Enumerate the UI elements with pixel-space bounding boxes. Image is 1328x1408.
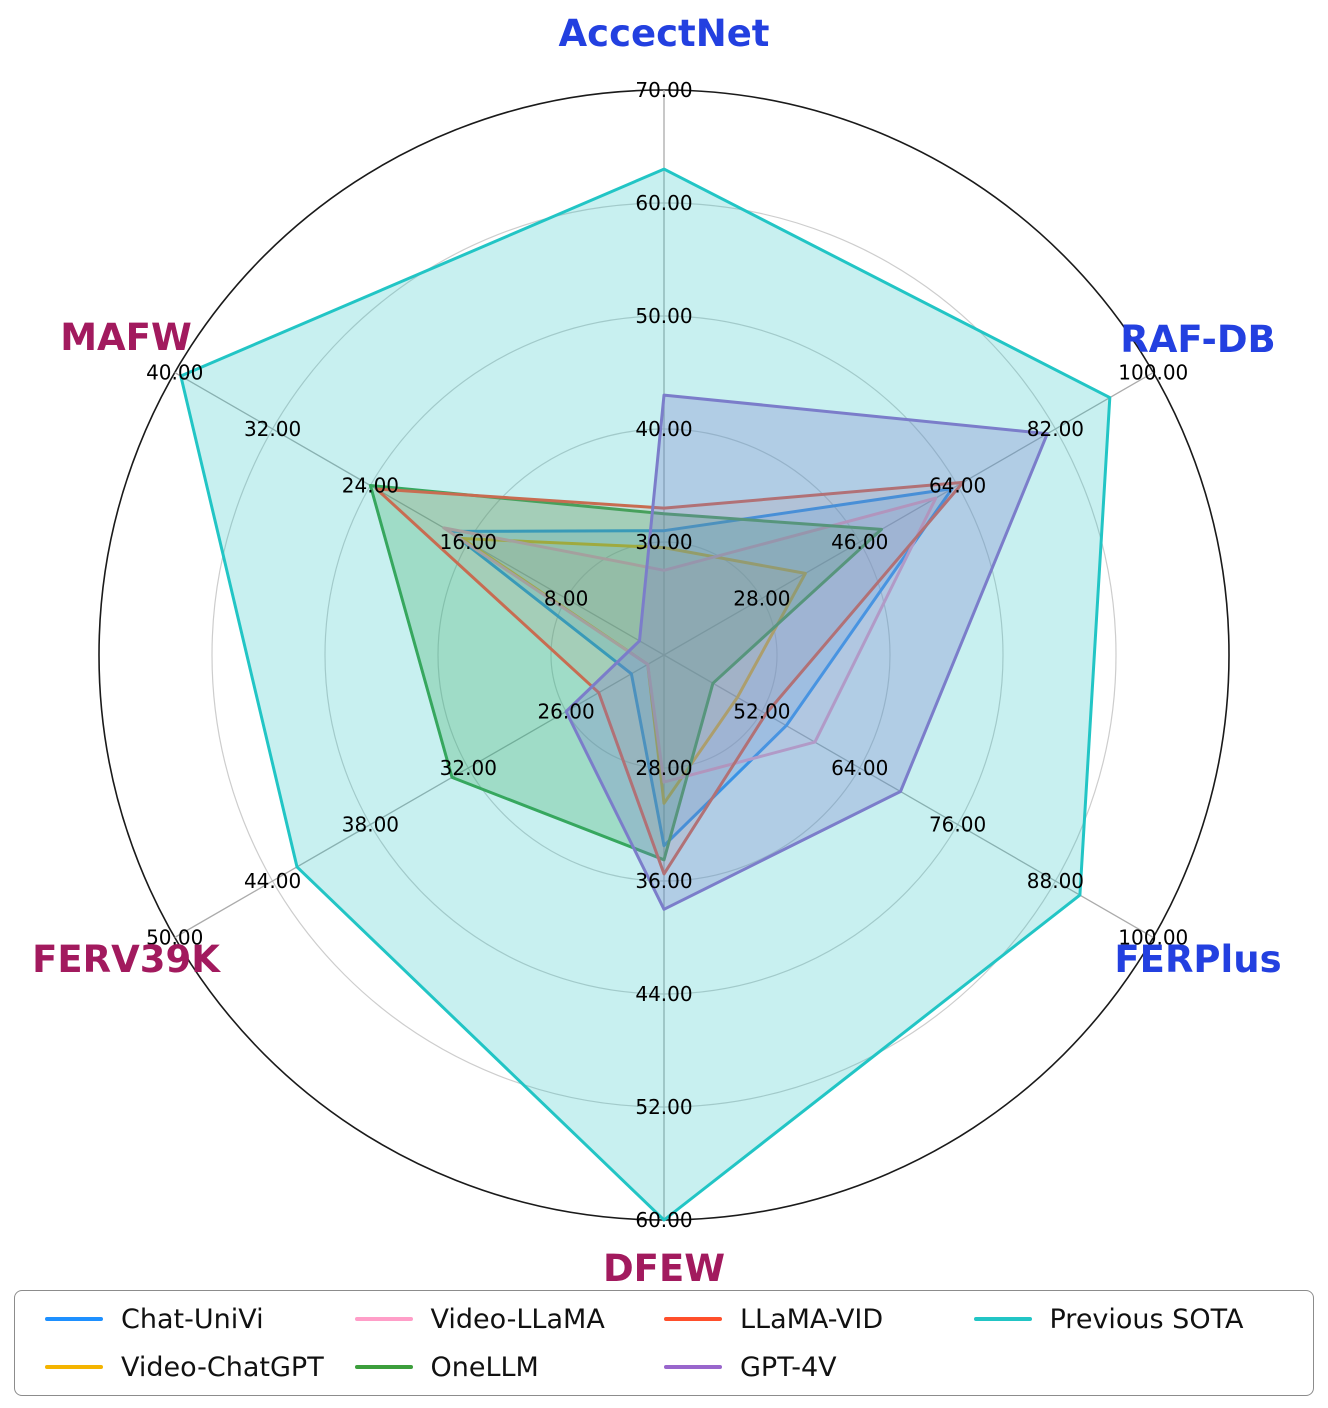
tick-label-accectnet-40: 40.00	[635, 417, 692, 441]
axis-line-mafw	[174, 371, 665, 656]
legend-item-video-llama: Video-LLaMA	[354, 1303, 665, 1335]
axis-line-ferplus	[663, 654, 1154, 939]
axis-title-accectnet: AccectNet	[559, 12, 770, 55]
legend-label: OneLLM	[430, 1351, 539, 1383]
legend-item-llama-vid: LLaMA-VID	[664, 1304, 974, 1335]
tick-label-dfew-60: 60.00	[635, 1208, 692, 1232]
radar-chart: 30.00 40.00 50.00 60.00 70.00 28.00 46.00 64.00…	[32, 12, 1282, 1290]
tick-label-ferv39k-38: 38.00	[342, 813, 399, 837]
tick-label-ferplus-100: 100.00	[1118, 926, 1188, 950]
tick-label-dfew-52: 52.00	[635, 1095, 692, 1119]
legend-swatch-icon	[45, 1316, 103, 1322]
legend-swatch-icon	[664, 1364, 722, 1370]
tick-label-accectnet-70: 70.00	[635, 78, 692, 102]
axis-title-ferv39k: FERV39K	[32, 938, 221, 981]
tick-label-accectnet-30: 30.00	[635, 530, 692, 554]
tick-label-dfew-36: 36.00	[635, 869, 692, 893]
tick-label-ferplus-76: 76.00	[929, 813, 986, 837]
legend-label: Video-LLaMA	[430, 1303, 605, 1335]
tick-label-mafw-16: 16.00	[440, 530, 497, 554]
legend-label: Chat-UniVi	[121, 1303, 264, 1335]
legend-item-onellm: OneLLM	[354, 1351, 665, 1383]
series-polygon-previous-sota	[179, 167, 1112, 1222]
tick-label-mafw-32: 32.00	[244, 417, 301, 441]
axis-title-mafw: MAFW	[60, 316, 192, 359]
tick-label-ferplus-88: 88.00	[1027, 869, 1084, 893]
tick-label-mafw-24: 24.00	[342, 474, 399, 498]
legend-swatch-icon	[664, 1316, 722, 1322]
series-polygon-gpt-4v	[564, 393, 1049, 911]
legend-swatch-icon	[354, 1364, 413, 1370]
tick-label-ferplus-64: 64.00	[831, 756, 888, 780]
tick-label-ferv39k-44: 44.00	[244, 869, 301, 893]
axis-title-dfew: DFEW	[603, 1247, 725, 1290]
tick-label-accectnet-50: 50.00	[635, 304, 692, 328]
tick-label-raf-db-64: 64.00	[929, 474, 986, 498]
tick-label-raf-db-46: 46.00	[831, 530, 888, 554]
legend-label: GPT-4V	[740, 1351, 837, 1383]
tick-label-raf-db-100: 100.00	[1118, 361, 1188, 385]
tick-label-mafw-8: 8.00	[544, 587, 589, 611]
series-polygon-onellm	[368, 484, 883, 862]
legend-label: Previous SOTA	[1049, 1303, 1244, 1335]
legend-item-chat-univi: Chat-UniVi	[45, 1304, 355, 1335]
axis-line-raf-db	[663, 371, 1154, 656]
chart-legend: Chat-UniVi Video-ChatGPT Video-LLaMA OneLLM…	[14, 1290, 1314, 1396]
axis-title-ferplus: FERPlus	[1114, 938, 1281, 981]
tick-label-ferv39k-32: 32.00	[440, 756, 497, 780]
tick-label-mafw-40: 40.00	[146, 361, 203, 385]
tick-label-raf-db-28: 28.00	[733, 587, 790, 611]
legend-swatch-icon	[45, 1364, 103, 1370]
tick-label-dfew-28: 28.00	[635, 756, 692, 780]
tick-label-accectnet-60: 60.00	[635, 191, 692, 215]
legend-swatch-icon	[354, 1316, 413, 1322]
tick-label-dfew-44: 44.00	[635, 982, 692, 1006]
legend-label: Video-ChatGPT	[121, 1351, 324, 1383]
tick-label-ferplus-52: 52.00	[733, 700, 790, 724]
legend-label: LLaMA-VID	[740, 1303, 884, 1335]
tick-label-ferv39k-26: 26.00	[537, 700, 594, 724]
legend-item-previous-sota: Previous SOTA	[973, 1303, 1284, 1335]
series-polygon-video-llama	[442, 496, 938, 784]
axis-line-ferv39k	[174, 654, 665, 939]
legend-swatch-icon	[973, 1316, 1032, 1322]
tick-label-raf-db-82: 82.00	[1027, 417, 1084, 441]
tick-label-ferv39k-50: 50.00	[146, 926, 203, 950]
axis-title-raf-db: RAF-DB	[1120, 318, 1276, 361]
legend-item-gpt-4v: GPT-4V	[664, 1352, 974, 1383]
legend-item-video-chatgpt: Video-ChatGPT	[45, 1352, 355, 1383]
series-polygon-llama-vid	[375, 480, 965, 876]
